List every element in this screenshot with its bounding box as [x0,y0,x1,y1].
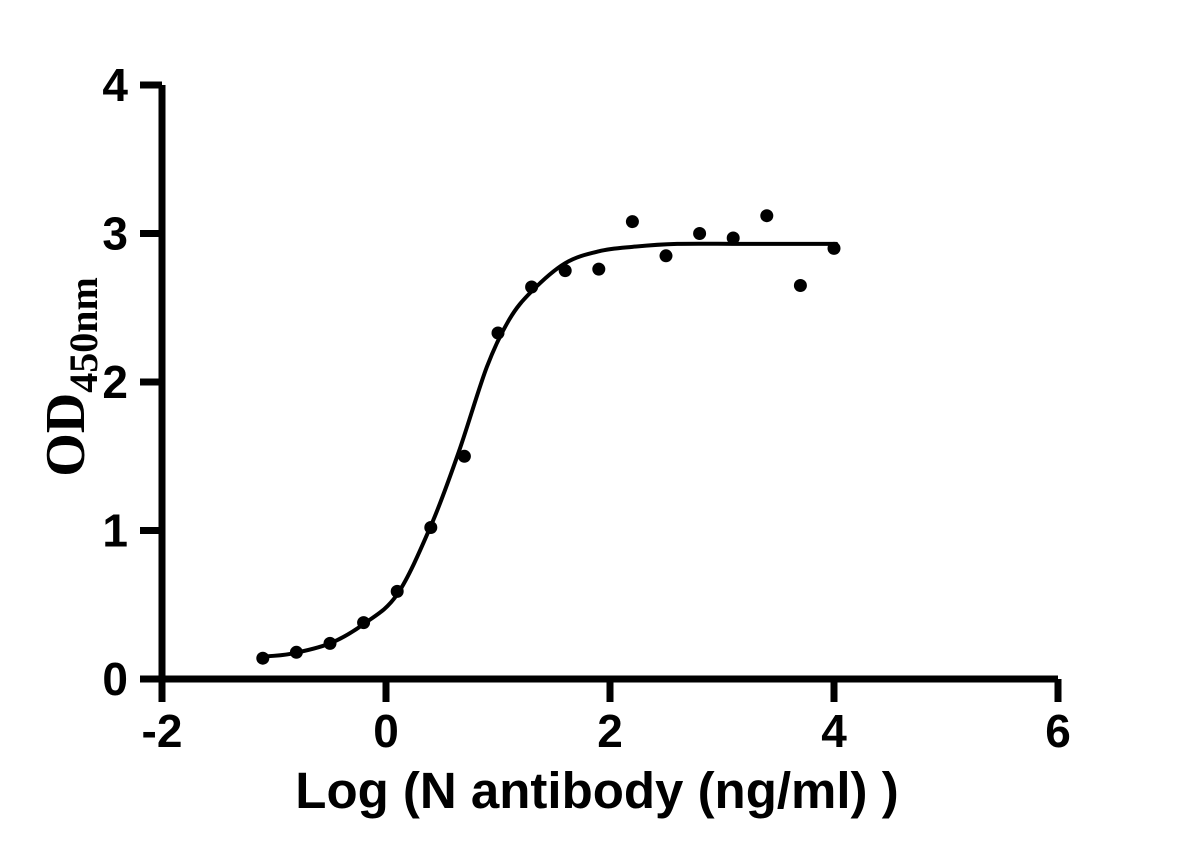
data-point [390,584,404,598]
y-tick-label: 1 [102,505,128,557]
data-point [625,215,639,229]
y-tick-label: 4 [102,59,128,111]
data-point [760,209,774,223]
axis-spine [158,85,1058,683]
data-point [827,241,841,255]
data-point [256,651,270,665]
axes [158,85,1058,683]
y-axis-title-main: OD [35,393,97,477]
y-axis-title: OD450nm [35,277,106,477]
y-tick-label: 3 [102,208,128,260]
data-point [592,262,606,276]
tick-marks [140,81,1062,702]
y-tick-label: 2 [102,356,128,408]
data-point [793,279,807,292]
data-points-layer [256,209,841,665]
data-point [525,280,539,294]
data-point [726,231,740,245]
data-point [357,616,371,630]
data-point [457,449,471,463]
x-tick-label: 4 [821,705,847,757]
y-tick-label: 0 [102,653,128,705]
x-tick-label: -2 [142,705,183,757]
data-point [558,264,572,278]
tick-labels: 0 1 2 3 4 -2 0 2 4 6 [102,59,1070,757]
x-tick-label: 6 [1045,705,1071,757]
data-point [289,645,303,659]
data-point [491,326,505,340]
x-tick-label: 0 [373,705,399,757]
x-axis-title: Log (N antibody (ng/ml) ) [295,762,898,819]
data-point [693,227,707,240]
y-axis-title-subscript: 450nm [61,277,106,393]
data-point [424,521,438,534]
data-point [323,636,337,650]
data-point [659,249,673,263]
fit-curve-layer [258,241,839,659]
x-tick-label: 2 [597,705,623,757]
fit-curve-path [258,241,839,659]
